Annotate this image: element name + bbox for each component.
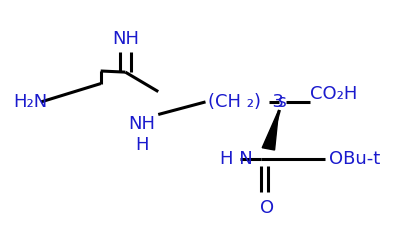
- Text: O: O: [260, 199, 274, 217]
- Text: s: s: [277, 93, 286, 111]
- Text: (CH ₂) 3: (CH ₂) 3: [208, 93, 284, 111]
- Text: NH: NH: [128, 115, 155, 133]
- Text: NH: NH: [112, 30, 139, 48]
- Text: OBu-t: OBu-t: [329, 150, 380, 168]
- Text: H₂N: H₂N: [14, 93, 48, 111]
- Text: H N: H N: [220, 150, 253, 168]
- Text: H: H: [135, 136, 148, 154]
- Text: CO₂H: CO₂H: [310, 85, 358, 103]
- Polygon shape: [262, 110, 279, 150]
